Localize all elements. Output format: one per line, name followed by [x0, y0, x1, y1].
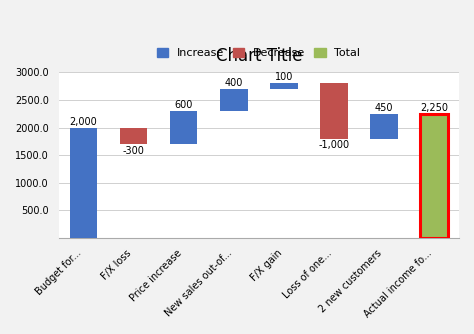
- Text: 600: 600: [174, 100, 193, 110]
- Bar: [170, 111, 198, 144]
- Bar: [70, 128, 97, 238]
- Text: 100: 100: [274, 72, 293, 82]
- Text: 2,000: 2,000: [70, 117, 98, 127]
- Text: 450: 450: [374, 103, 393, 113]
- Bar: [220, 89, 247, 111]
- Bar: [370, 114, 398, 139]
- Title: Chart Title: Chart Title: [216, 47, 302, 65]
- Text: -300: -300: [123, 146, 145, 156]
- Text: -1,000: -1,000: [319, 140, 349, 150]
- Text: 2,250: 2,250: [420, 103, 448, 113]
- Bar: [120, 128, 147, 144]
- Bar: [320, 84, 347, 139]
- Bar: [420, 114, 448, 238]
- Bar: [270, 84, 298, 89]
- Text: 400: 400: [225, 78, 243, 88]
- Legend: Increase, Decrease, Total: Increase, Decrease, Total: [157, 48, 360, 58]
